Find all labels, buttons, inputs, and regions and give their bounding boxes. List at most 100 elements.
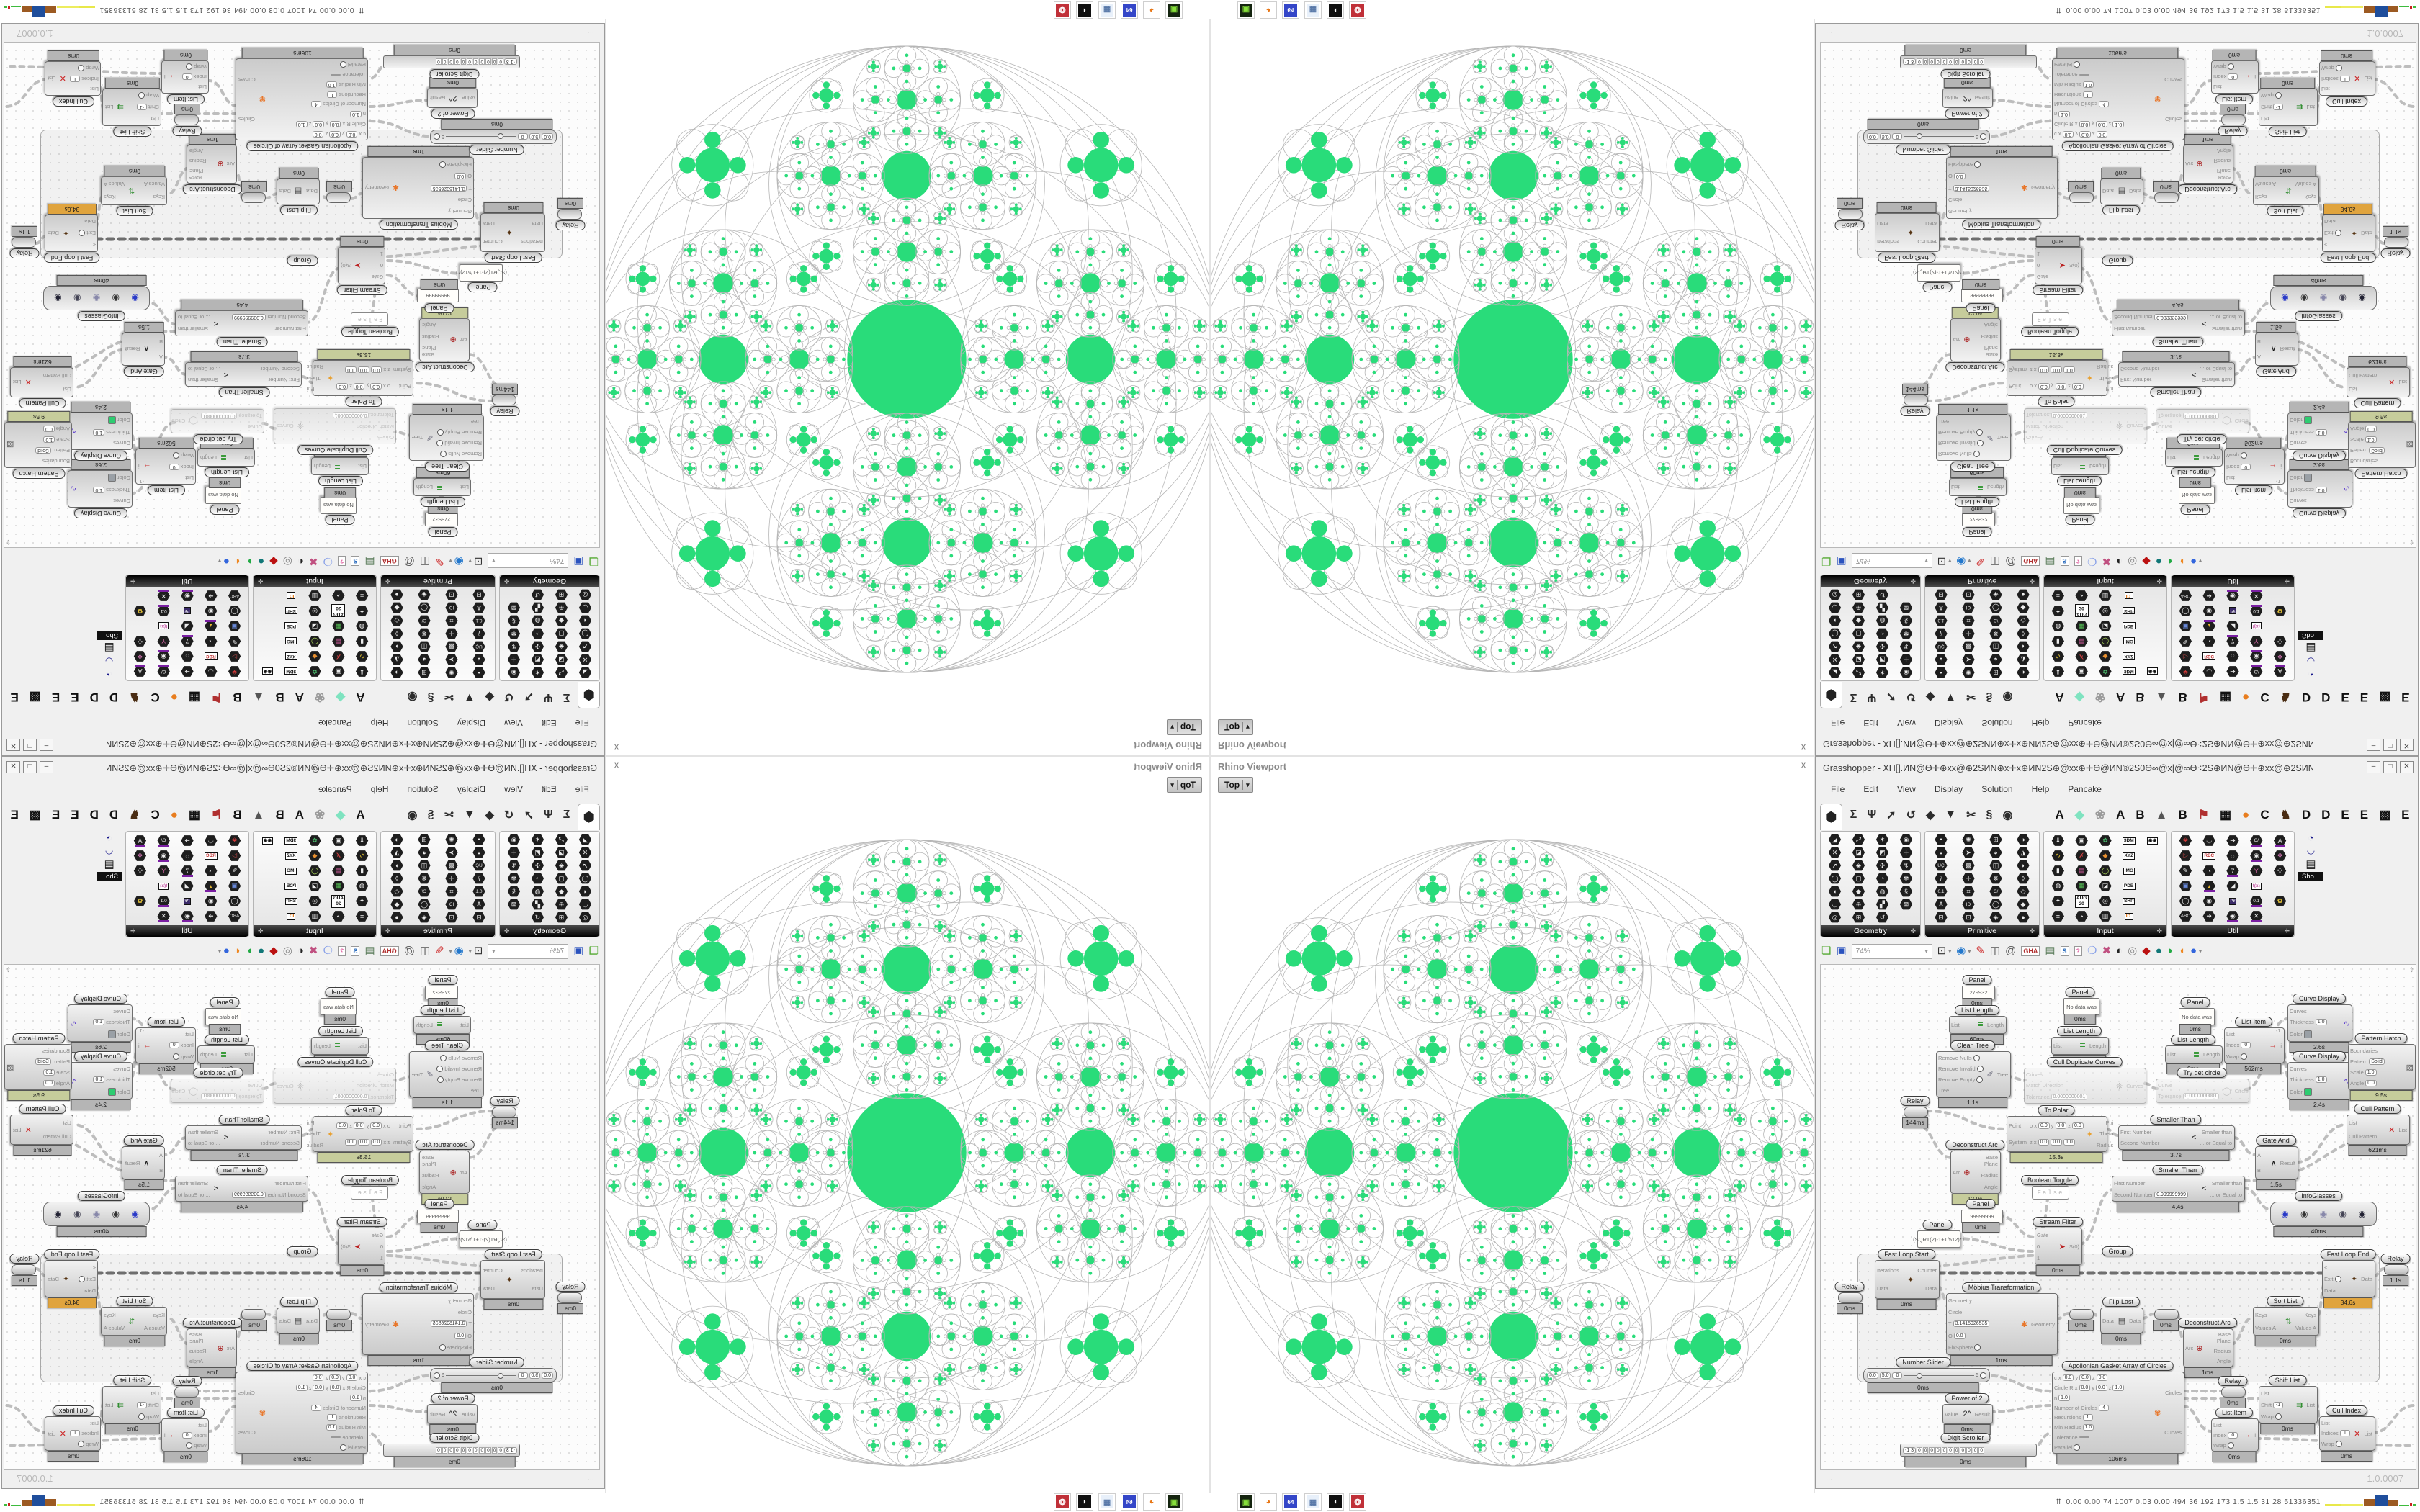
- component-icon[interactable]: ◢: [578, 834, 592, 846]
- component-icon[interactable]: ▷: [228, 850, 241, 862]
- component-icon[interactable]: 0.1: [157, 895, 171, 907]
- value-chip[interactable]: 0.0: [43, 426, 55, 432]
- component-icon[interactable]: ▤: [2075, 865, 2089, 877]
- slider-value[interactable]: 5.0: [1879, 133, 1891, 140]
- component-icon[interactable]: REC: [2202, 650, 2216, 662]
- component-icon[interactable]: ◔: [1876, 873, 1889, 885]
- component-icon[interactable]: ▩: [1962, 860, 1976, 872]
- tab-plugin-9[interactable]: ●: [2242, 690, 2250, 704]
- easel-icon[interactable]: ▤: [2305, 858, 2316, 870]
- component-icon[interactable]: C/: [2249, 665, 2263, 678]
- value-chip[interactable]: -1: [136, 1401, 147, 1408]
- toolbar-icon-9[interactable]: ❍: [323, 555, 333, 567]
- close-button[interactable]: ✕: [6, 761, 20, 773]
- component-icon[interactable]: ≡: [2051, 590, 2065, 602]
- grasshopper-titlebar[interactable]: Grasshopper - XH[].ИN@Ө✛⊕xx@⊕2SИN⊕x✛x⊕ИN…: [1816, 757, 2418, 778]
- value-chip[interactable]: 0.0000000001: [200, 1093, 238, 1099]
- component-icon[interactable]: 0.1: [2249, 895, 2263, 907]
- palette-footer[interactable]: Primitive ✛: [381, 575, 495, 587]
- component-icon[interactable]: ◩: [531, 847, 544, 859]
- toolbar-icon-16[interactable]: ◖: [2178, 945, 2185, 957]
- palette-footer[interactable]: Primitive ✛: [1925, 925, 2039, 937]
- toolbar-icon-17[interactable]: ●: [223, 555, 230, 567]
- glasses-icon[interactable]: ◡: [104, 657, 114, 667]
- component-icon[interactable]: ◈: [1852, 641, 1865, 653]
- value-chip[interactable]: 1.0: [350, 111, 362, 118]
- node-cull-index[interactable]: List Indices 1 Wrap ✕ List: [45, 61, 101, 96]
- component-icon[interactable]: IMG: [284, 635, 298, 647]
- component-icon[interactable]: ◯: [308, 635, 322, 647]
- component-icon[interactable]: ⇓: [355, 834, 369, 847]
- toolbar-icon-8[interactable]: ?: [2074, 946, 2083, 956]
- tab-icon-4[interactable]: ↺: [1906, 809, 1916, 822]
- node-relay[interactable]: [241, 192, 266, 203]
- tab-icon-7[interactable]: ✂: [1966, 690, 1976, 703]
- node-fast-loop-start[interactable]: Iterations Data ✦ Counter Data: [480, 1260, 545, 1299]
- component-icon[interactable]: ◎: [308, 605, 322, 617]
- value-chip[interactable]: 0.0: [2096, 120, 2107, 127]
- node-fast-loop-start[interactable]: Iterations Data ✦ Counter Data: [1875, 213, 1940, 252]
- toolbar-icon-13[interactable]: ◆: [2142, 945, 2151, 957]
- component-icon[interactable]: ◆: [2017, 899, 2030, 911]
- value-chip[interactable]: 0: [182, 73, 192, 81]
- tab-icon-9[interactable]: ◉: [2002, 690, 2013, 703]
- glasses-icon[interactable]: ◔: [2308, 669, 2314, 680]
- component-icon[interactable]: f(x): [157, 620, 171, 632]
- component-icon[interactable]: ✗: [331, 850, 345, 862]
- node-cull-pattern[interactable]: List Cull Pattern ✕ List: [10, 367, 73, 397]
- component-icon[interactable]: ◯: [228, 895, 241, 907]
- toolbar-icon-11[interactable]: ◐: [2116, 945, 2123, 957]
- component-icon[interactable]: ▢: [555, 628, 568, 640]
- node-to-polar[interactable]: Point System o x 0.0 y 0.0 z 0.0 z x 0.0 0.0 1.0 ✦ Ph…: [2007, 1116, 2113, 1152]
- component-icon[interactable]: AUG 20: [331, 894, 346, 908]
- component-icon[interactable]: ◡: [578, 899, 592, 911]
- component-icon[interactable]: ✎: [228, 865, 241, 877]
- component-icon[interactable]: ◉: [2202, 605, 2216, 617]
- component-icon[interactable]: ✾: [507, 873, 521, 885]
- component-icon[interactable]: ⊡: [445, 589, 459, 601]
- easel-icon[interactable]: ▤: [104, 642, 115, 654]
- toolbar-icon-16[interactable]: ◖: [235, 945, 242, 957]
- component-icon[interactable]: ➜: [204, 910, 218, 922]
- component-icon[interactable]: ✦: [355, 605, 369, 617]
- component-icon[interactable]: ✾: [1899, 628, 1913, 640]
- component-icon[interactable]: ◡: [1828, 602, 1842, 614]
- tab-plugin-4[interactable]: B: [275, 690, 284, 704]
- toolbar-icon-3[interactable]: ◫: [419, 555, 431, 567]
- component-icon[interactable]: ◆: [308, 650, 322, 662]
- value-chip[interactable]: 0.0: [313, 120, 324, 127]
- toolbar-icon-1[interactable]: ◉: [454, 945, 464, 957]
- node-boolean-toggle[interactable]: False: [351, 1186, 388, 1200]
- toolbar-icon-4[interactable]: @: [403, 555, 415, 567]
- value-chip[interactable]: 0.0: [353, 1122, 365, 1129]
- node-power-of-2[interactable]: Value 2^ Result: [427, 1404, 478, 1424]
- component-icon[interactable]: ✕: [578, 654, 592, 666]
- toolbar-icon-13[interactable]: ◆: [269, 555, 278, 567]
- component-icon[interactable]: ❋: [1989, 628, 2003, 640]
- taskbar-app-icon-2[interactable]: 64: [1282, 1493, 1299, 1511]
- tab-plugin-13[interactable]: D: [2321, 808, 2331, 822]
- taskbar-app-icon-2[interactable]: 64: [1282, 1, 1299, 19]
- taskbar-app-icon-5[interactable]: ❂: [1054, 1493, 1071, 1511]
- toolbar-icon-0[interactable]: ⊡: [1937, 555, 1947, 567]
- tab-icon-1[interactable]: Σ: [563, 809, 570, 821]
- node-cull-index[interactable]: List Indices 1 Wrap ✕ List: [2319, 1416, 2375, 1451]
- value-chip[interactable]: 4: [2099, 101, 2110, 108]
- value-chip[interactable]: 0.0: [370, 1122, 382, 1129]
- tab-icon-1[interactable]: Σ: [1850, 691, 1857, 703]
- node-relay[interactable]: [2221, 114, 2246, 125]
- tab-plugin-17[interactable]: E: [10, 690, 19, 704]
- taskbar-app-icon-2[interactable]: 64: [1121, 1, 1138, 19]
- component-icon[interactable]: ID: [445, 899, 459, 911]
- value-chip[interactable]: 0.0: [329, 120, 341, 127]
- node-relay[interactable]: [326, 1309, 351, 1320]
- value-chip[interactable]: 1.0: [2058, 111, 2070, 118]
- tab-plugin-2[interactable]: ❀: [314, 690, 326, 704]
- easel-icon[interactable]: ▤: [104, 858, 115, 870]
- digit-cell[interactable]: 0: [1978, 58, 1984, 66]
- component-icon[interactable]: ◯: [1828, 873, 1842, 885]
- component-icon[interactable]: ✛: [507, 847, 521, 859]
- value-chip[interactable]: 0.0000000001: [2051, 1093, 2088, 1100]
- value-chip[interactable]: 1.0: [2315, 486, 2327, 493]
- component-icon[interactable]: ◌: [2226, 850, 2239, 862]
